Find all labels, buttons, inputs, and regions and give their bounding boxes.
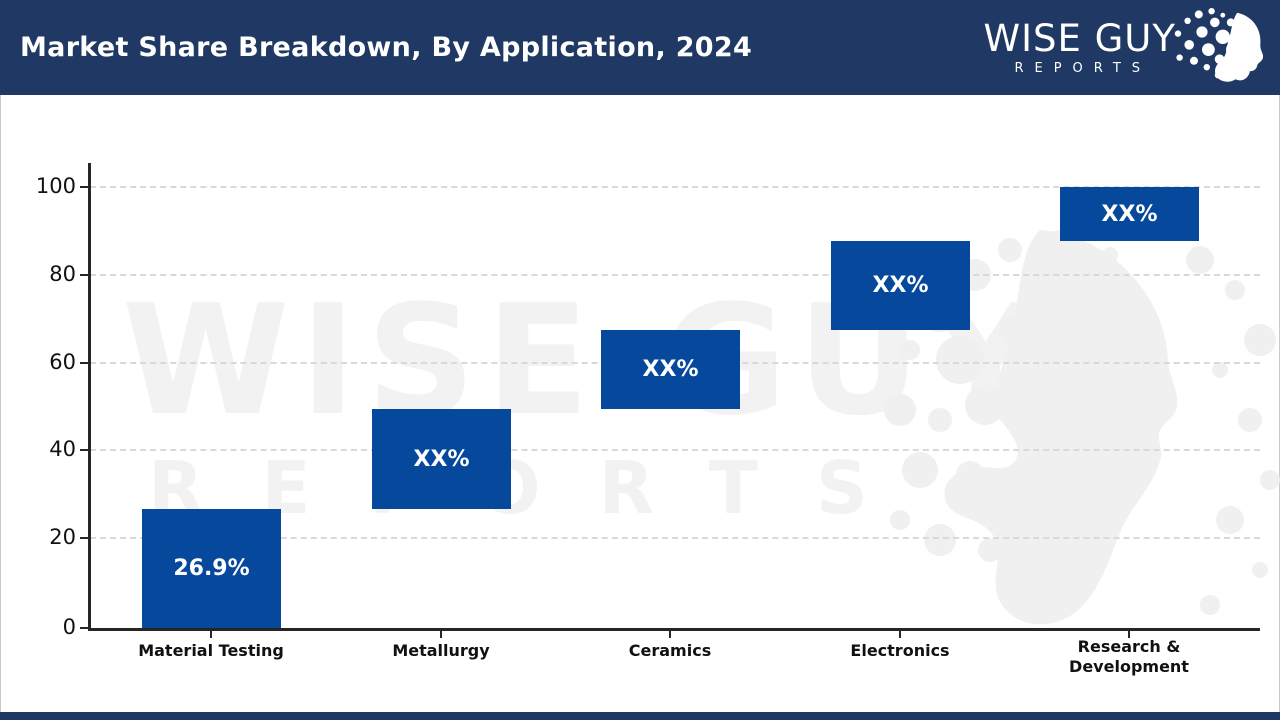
bar-metallurgy: XX% [372,409,511,509]
y-tick-100 [80,186,89,188]
watermark-head-icon [884,230,1280,625]
logo-name: WISE GUY [983,17,1176,61]
bar-electronics: XX% [831,241,970,330]
gridline-100 [90,186,1260,188]
y-tick-80 [80,274,89,276]
footer-bar [0,712,1280,720]
x-axis-line [88,628,1260,631]
y-axis-line [88,163,91,630]
bar-value-label: 26.9% [173,556,250,581]
x-tick-metallurgy [440,631,442,638]
x-label-research-development: Research & Development [1069,637,1189,676]
y-tick-label: 60 [49,350,76,374]
bar-research-development: XX% [1060,187,1199,241]
x-label-material-testing: Material Testing [138,641,284,660]
y-tick-40 [80,449,89,451]
bar-ceramics: XX% [601,330,740,409]
x-label-electronics: Electronics [850,641,950,660]
y-tick-20 [80,537,89,539]
logo-head-icon [1174,8,1264,82]
y-tick-label: 20 [49,525,76,549]
y-tick-label: 0 [62,615,76,639]
y-tick-label: 100 [35,174,76,198]
x-label-metallurgy: Metallurgy [392,641,490,660]
bar-value-label: XX% [872,273,929,298]
x-tick-ceramics [669,631,671,638]
chart-title: Market Share Breakdown, By Application, … [20,32,753,63]
x-tick-research-development [1128,631,1130,638]
gridline-40 [90,449,1260,451]
logo-subtitle: REPORTS [1014,60,1152,76]
x-tick-electronics [899,631,901,638]
y-tick-60 [80,362,89,364]
y-tick-0 [80,627,89,629]
bar-value-label: XX% [1101,201,1158,227]
y-tick-label: 40 [49,437,76,461]
x-label-ceramics: Ceramics [628,641,712,660]
y-tick-label: 80 [49,262,76,286]
gridline-20 [90,537,1260,539]
logo-text: WISE GUY REPORTS [983,17,1176,76]
wiseguy-logo: WISE GUY REPORTS [984,8,1266,88]
bar-value-label: XX% [413,446,470,472]
bar-value-label: XX% [642,357,699,382]
bar-material-testing: 26.9% [142,509,281,628]
gridline-80 [90,274,1260,276]
x-tick-material-testing [210,631,212,638]
header-bar: Market Share Breakdown, By Application, … [0,0,1280,95]
